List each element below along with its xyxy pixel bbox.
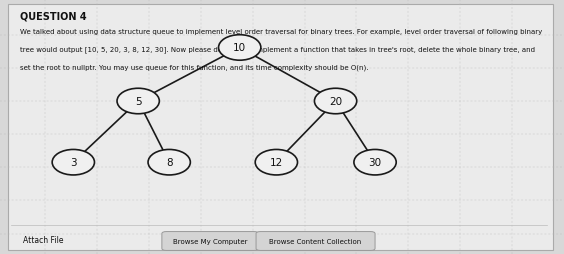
Ellipse shape	[117, 89, 160, 114]
FancyBboxPatch shape	[162, 232, 258, 250]
FancyBboxPatch shape	[256, 232, 375, 250]
Text: 10: 10	[233, 43, 246, 53]
Ellipse shape	[218, 36, 261, 61]
Text: set the root to nullptr. You may use queue for this function, and its time compl: set the root to nullptr. You may use que…	[20, 64, 368, 70]
Text: 3: 3	[70, 157, 77, 168]
Text: Attach File: Attach File	[23, 235, 63, 245]
Text: 30: 30	[368, 157, 382, 168]
Text: QUESTION 4: QUESTION 4	[20, 11, 86, 21]
Text: 8: 8	[166, 157, 173, 168]
Ellipse shape	[52, 150, 94, 175]
Ellipse shape	[315, 89, 357, 114]
Text: 5: 5	[135, 97, 142, 107]
Text: We talked about using data structure queue to implement level order traversal fo: We talked about using data structure que…	[20, 29, 542, 35]
Ellipse shape	[148, 150, 191, 175]
Text: Browse My Computer: Browse My Computer	[173, 238, 248, 244]
Text: 12: 12	[270, 157, 283, 168]
Ellipse shape	[255, 150, 298, 175]
Text: tree would output [10, 5, 20, 3, 8, 12, 30]. Now please design and implement a f: tree would output [10, 5, 20, 3, 8, 12, …	[20, 46, 535, 53]
Text: Browse Content Collection: Browse Content Collection	[270, 238, 362, 244]
Ellipse shape	[354, 150, 396, 175]
Text: 20: 20	[329, 97, 342, 107]
